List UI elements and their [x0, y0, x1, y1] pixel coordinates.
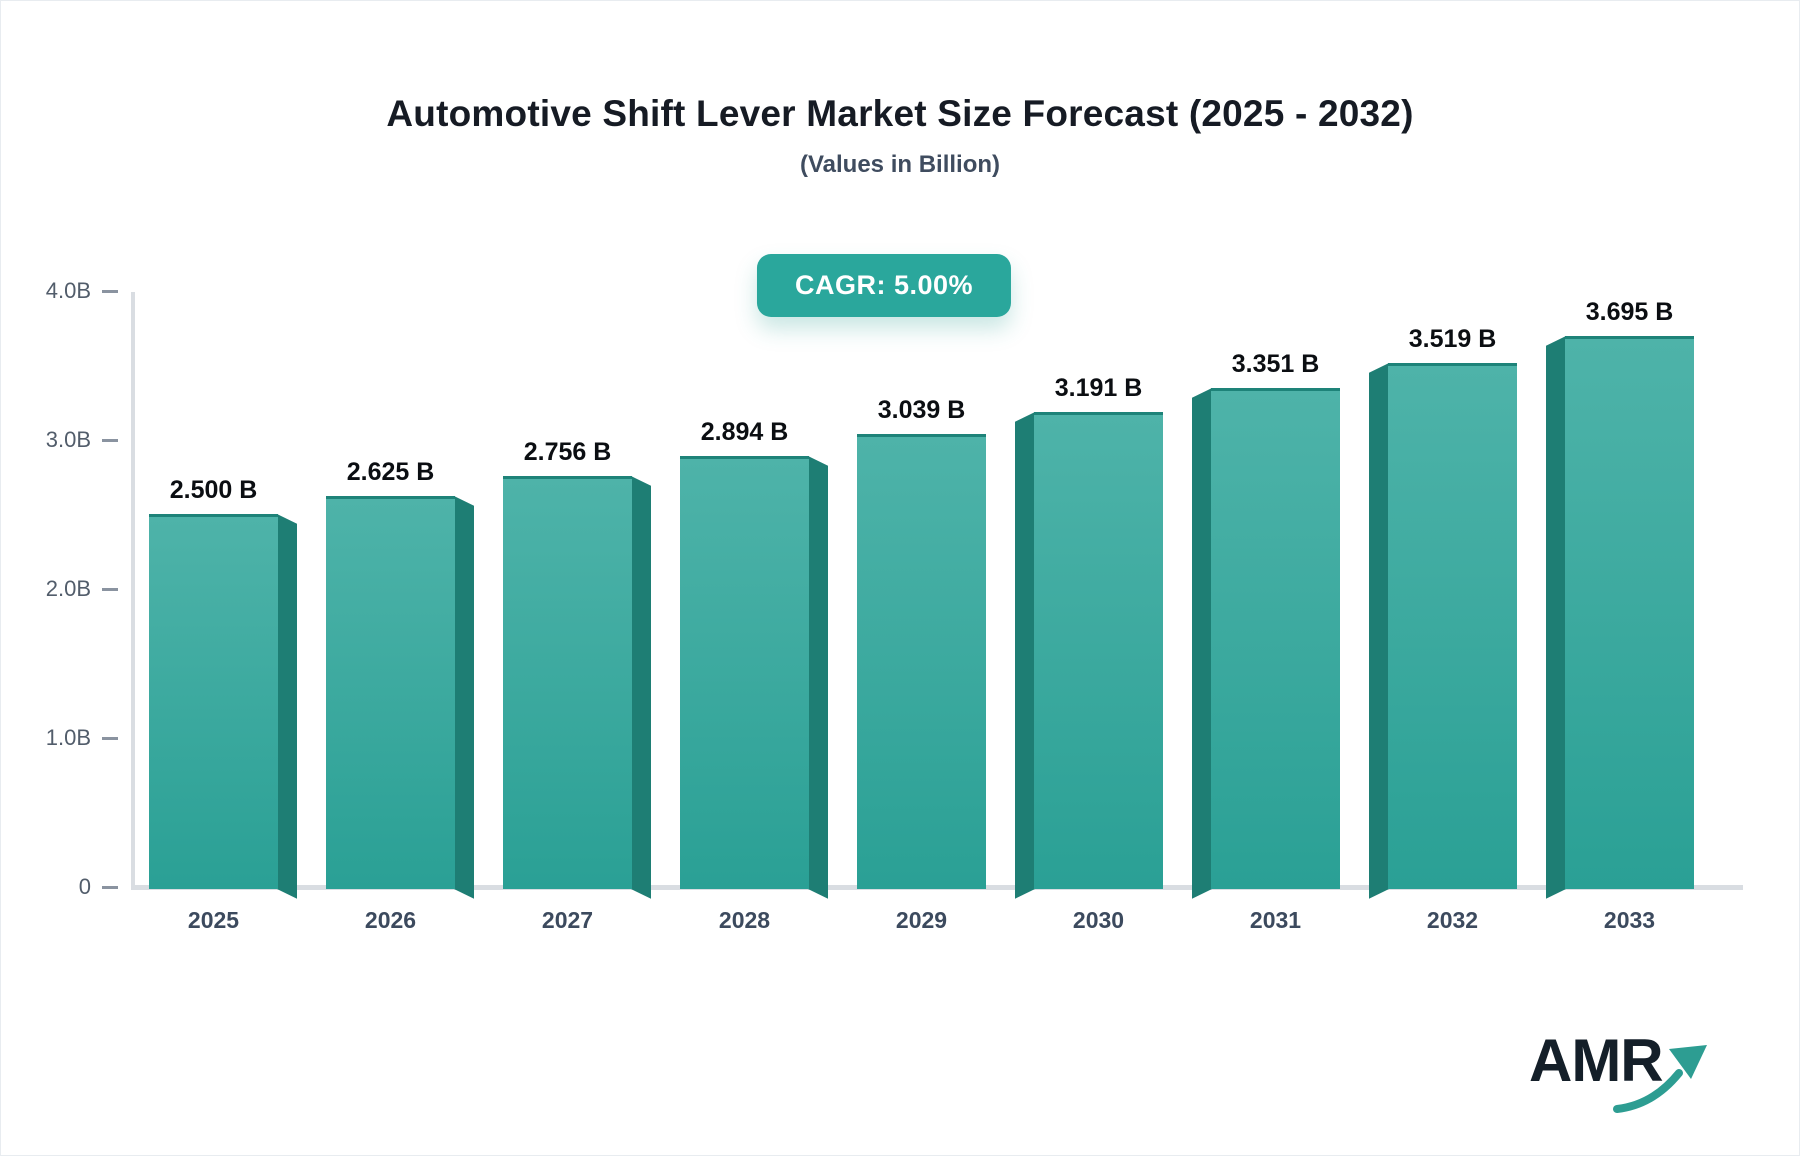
bar-face	[1034, 412, 1163, 889]
bar-side-shadow	[1546, 336, 1566, 899]
bar-face	[326, 496, 455, 889]
amr-logo-text: AMR	[1529, 1027, 1664, 1094]
header: Automotive Shift Lever Market Size Forec…	[1, 1, 1799, 179]
bar-face	[857, 434, 986, 889]
bar	[1015, 412, 1163, 899]
bar-value-label: 2.625 B	[346, 458, 435, 486]
x-tick-label: 2026	[364, 907, 417, 933]
y-tick-dash	[102, 588, 118, 591]
y-tick-dash	[102, 737, 118, 740]
x-tick-label: 2029	[895, 907, 948, 933]
amr-logo: AMR	[1529, 1031, 1719, 1121]
bar-face	[680, 456, 809, 889]
bar-value-label: 2.756 B	[523, 438, 612, 466]
page-title: Automotive Shift Lever Market Size Forec…	[386, 93, 1414, 134]
bar-side-shadow	[808, 456, 828, 899]
bar-value-label: 3.039 B	[877, 396, 966, 424]
x-tick-label: 2033	[1603, 907, 1656, 933]
bar	[1192, 388, 1340, 899]
bar-face	[1211, 388, 1340, 889]
x-tick-label: 2032	[1426, 907, 1479, 933]
bar-side-shadow	[1369, 363, 1389, 899]
x-tick-label: 2030	[1072, 907, 1125, 933]
y-axis-line	[131, 292, 135, 889]
bar	[326, 496, 474, 899]
y-tick-dash	[102, 886, 118, 889]
bar-value-label: 3.519 B	[1408, 325, 1497, 353]
y-tick-label: 4.0B	[45, 278, 91, 303]
bar-value-label: 3.191 B	[1054, 374, 1143, 402]
bar-face	[1565, 336, 1694, 889]
y-tick-label: 2.0B	[45, 576, 91, 601]
growth-arrow-icon	[1613, 1045, 1707, 1113]
bar	[503, 476, 651, 899]
y-tick-dash	[102, 439, 118, 442]
bar-side-shadow	[631, 476, 651, 899]
bar-value-label: 2.894 B	[700, 418, 789, 446]
bar-face	[149, 514, 278, 889]
bar-face	[1388, 363, 1517, 889]
bar	[1369, 363, 1517, 899]
bar-side-shadow	[454, 496, 474, 899]
bar	[149, 514, 297, 899]
bar-value-label: 3.351 B	[1231, 350, 1320, 378]
x-tick-label: 2025	[187, 907, 240, 933]
bar	[857, 434, 986, 889]
bar-value-label: 3.695 B	[1585, 298, 1674, 326]
bar	[1546, 336, 1694, 899]
x-tick-label: 2028	[718, 907, 771, 933]
y-tick-label: 1.0B	[45, 725, 91, 750]
y-tick-label: 0	[78, 874, 91, 899]
bar-value-label: 2.500 B	[169, 476, 258, 504]
bar-side-shadow	[1192, 388, 1212, 899]
x-tick-label: 2031	[1249, 907, 1302, 933]
bar-side-shadow	[1015, 412, 1035, 899]
bar-face	[503, 476, 632, 889]
cagr-badge: CAGR: 5.00%	[756, 254, 1012, 317]
bar	[680, 456, 828, 899]
x-tick-label: 2027	[541, 907, 594, 933]
chart-subtitle: (Values in Billion)	[799, 151, 1001, 178]
y-tick-label: 3.0B	[45, 427, 91, 452]
bar-side-shadow	[277, 514, 297, 899]
y-tick-dash	[102, 290, 118, 293]
